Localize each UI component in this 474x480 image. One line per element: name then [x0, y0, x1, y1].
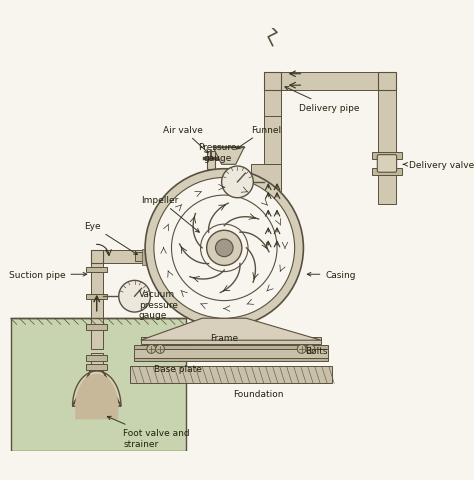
Bar — [202, 319, 246, 340]
Bar — [91, 257, 103, 349]
Bar — [86, 294, 107, 299]
Circle shape — [222, 167, 253, 198]
Text: Delivery pipe: Delivery pipe — [285, 87, 359, 112]
Bar — [251, 165, 282, 192]
Circle shape — [145, 169, 303, 327]
Text: Foundation: Foundation — [233, 389, 283, 398]
FancyBboxPatch shape — [377, 156, 397, 173]
Circle shape — [306, 345, 315, 354]
Bar — [259, 228, 286, 234]
Text: Base plate: Base plate — [154, 364, 202, 373]
Polygon shape — [73, 371, 121, 406]
Bar — [134, 349, 328, 358]
Bar — [86, 268, 107, 273]
Text: Delivery valve: Delivery valve — [403, 160, 474, 169]
Polygon shape — [213, 147, 245, 165]
Bar — [372, 153, 402, 160]
Text: Frame: Frame — [210, 334, 238, 342]
Bar — [91, 354, 103, 371]
Bar — [97, 251, 149, 263]
Bar — [10, 319, 186, 451]
Bar — [372, 168, 402, 176]
Bar — [264, 73, 387, 90]
Circle shape — [207, 231, 242, 266]
Text: Air valve: Air valve — [163, 125, 208, 154]
Bar — [134, 346, 328, 349]
Bar — [378, 82, 396, 204]
Bar — [143, 249, 148, 265]
Text: Suction pipe: Suction pipe — [9, 270, 87, 279]
Bar — [141, 337, 321, 344]
Bar — [259, 206, 286, 212]
Polygon shape — [141, 319, 321, 340]
Text: Impeller: Impeller — [141, 195, 199, 233]
Bar — [86, 355, 107, 361]
Text: Vacuum
pressure
gauge: Vacuum pressure gauge — [139, 289, 178, 319]
Bar — [264, 111, 282, 165]
Bar — [136, 253, 155, 262]
Text: Casing: Casing — [307, 270, 356, 279]
Bar — [86, 364, 107, 370]
Bar — [264, 82, 282, 117]
Text: Eye: Eye — [84, 222, 137, 255]
Bar — [130, 366, 331, 384]
Circle shape — [155, 345, 164, 354]
Text: Pressure
gauge: Pressure gauge — [198, 143, 237, 162]
Circle shape — [118, 281, 150, 312]
Text: Bolts: Bolts — [305, 347, 328, 356]
Circle shape — [216, 240, 233, 257]
Circle shape — [154, 178, 295, 319]
Bar — [86, 324, 107, 330]
Bar — [207, 152, 216, 169]
Polygon shape — [75, 374, 118, 420]
Text: Funnel: Funnel — [236, 125, 281, 150]
Circle shape — [147, 345, 155, 354]
Bar — [264, 73, 282, 90]
Bar — [91, 251, 103, 263]
Bar — [378, 73, 396, 90]
Circle shape — [297, 345, 306, 354]
Text: Foot valve and
strainer: Foot valve and strainer — [107, 417, 190, 448]
Bar — [134, 358, 328, 361]
